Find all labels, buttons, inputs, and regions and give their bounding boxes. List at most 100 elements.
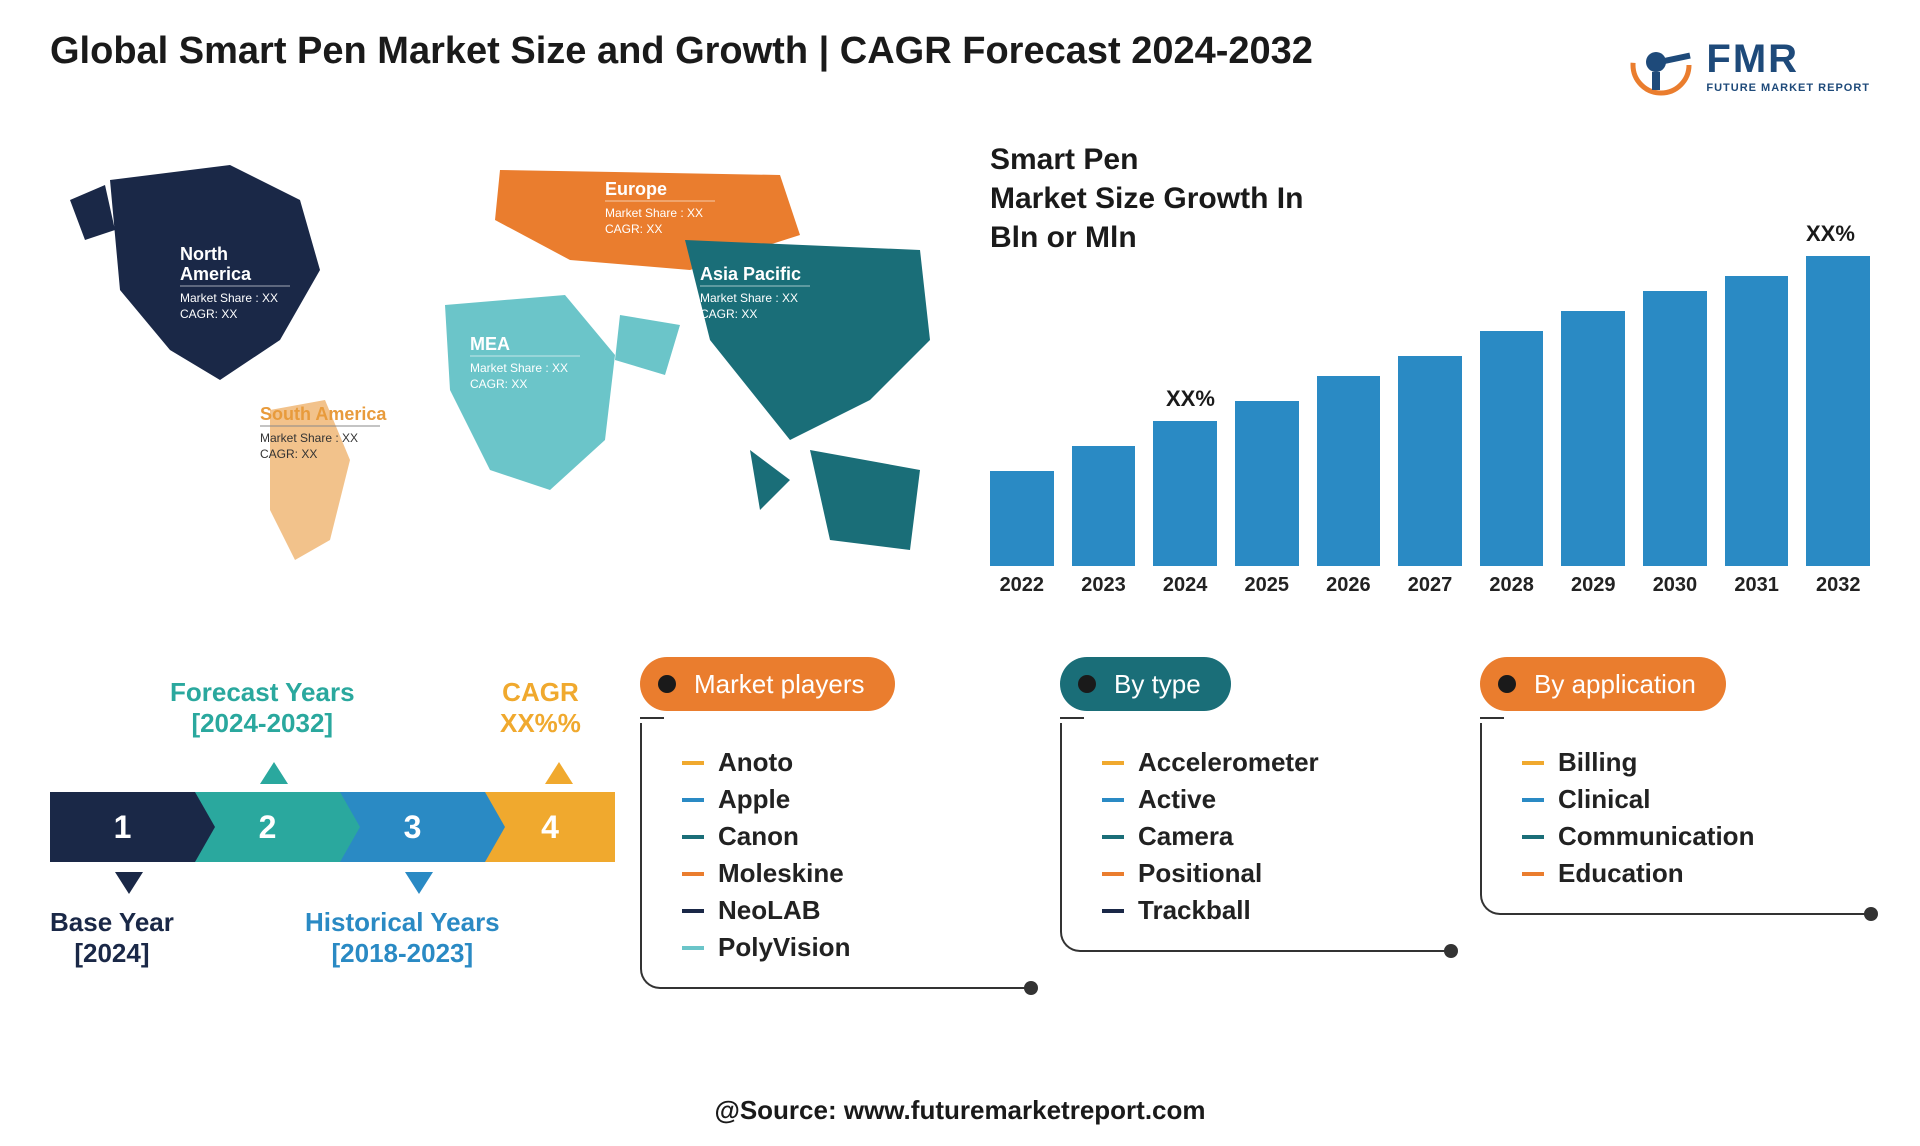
category-item-label: Camera	[1138, 821, 1233, 852]
category-item-label: Anoto	[718, 747, 793, 778]
logo-subtitle: FUTURE MARKET REPORT	[1706, 82, 1870, 94]
dot-icon	[1498, 675, 1516, 693]
bar-column: 2027	[1398, 356, 1462, 597]
category-bracket: Anoto Apple Canon Moleskine NeoLAB PolyVision	[640, 723, 1030, 989]
bar	[1725, 276, 1789, 566]
timeline-bar: 1234	[50, 792, 615, 862]
logo: FMR FUTURE MARKET REPORT	[1626, 30, 1870, 100]
region-label-south_america: South America	[260, 404, 387, 424]
category-item-label: Communication	[1558, 821, 1754, 852]
timeline-segment-2: 2	[195, 792, 340, 862]
bar-year-label: 2030	[1653, 574, 1698, 597]
bar-column: 2026	[1317, 376, 1381, 597]
bar-column: 2029	[1561, 311, 1625, 597]
item-tick-icon	[1102, 761, 1124, 765]
bar-year-label: 2028	[1489, 574, 1534, 597]
timeline-arrow-forecast	[260, 762, 288, 784]
category-title: By application	[1534, 669, 1696, 700]
bar-year-label: 2032	[1816, 574, 1861, 597]
category-item-label: Apple	[718, 784, 790, 815]
category-item-label: Trackball	[1138, 895, 1251, 926]
dot-icon	[658, 675, 676, 693]
region-label-asia_pacific: Asia Pacific	[700, 264, 801, 284]
bar-year-label: 2029	[1571, 574, 1616, 597]
category-item: Trackball	[1102, 895, 1432, 926]
bar-chart: 2022202320242025202620272028202920302031…	[990, 267, 1870, 597]
bar-column: 2028	[1480, 331, 1544, 597]
category-item: Canon	[682, 821, 1012, 852]
category-item-label: Accelerometer	[1138, 747, 1319, 778]
category-item-label: PolyVision	[718, 932, 850, 963]
bar	[1561, 311, 1625, 566]
item-tick-icon	[682, 872, 704, 876]
bar-annotation: XX%	[1806, 221, 1855, 247]
category-by_application: By application Billing Clinical Communicati…	[1480, 657, 1870, 989]
timeline-arrow-base	[115, 872, 143, 894]
timeline-label-forecast: Forecast Years[2024-2032]	[170, 677, 355, 739]
category-item: Billing	[1522, 747, 1852, 778]
region-share-north_america: Market Share : XX	[180, 291, 278, 305]
bar-year-label: 2026	[1326, 574, 1371, 597]
category-item: Anoto	[682, 747, 1012, 778]
category-bracket: Billing Clinical Communication Education	[1480, 723, 1870, 915]
bar	[1072, 446, 1136, 566]
page-title: Global Smart Pen Market Size and Growth …	[50, 30, 1313, 73]
region-label-europe: Europe	[605, 179, 667, 199]
category-item-label: Canon	[718, 821, 799, 852]
timeline-label-historical: Historical Years[2018-2023]	[305, 907, 500, 969]
item-tick-icon	[682, 761, 704, 765]
region-label-north_america: America	[180, 264, 252, 284]
category-item: Positional	[1102, 858, 1432, 889]
item-tick-icon	[1522, 835, 1544, 839]
category-item: NeoLAB	[682, 895, 1012, 926]
region-share-south_america: Market Share : XX	[260, 431, 358, 445]
category-item: Apple	[682, 784, 1012, 815]
bar-chart-section: Smart PenMarket Size Growth InBln or Mln…	[990, 140, 1870, 597]
region-cagr-south_america: CAGR: XX	[260, 447, 317, 461]
bar-annotation: XX%	[1166, 386, 1215, 412]
item-tick-icon	[1102, 835, 1124, 839]
chart-title: Smart PenMarket Size Growth InBln or Mln	[990, 140, 1870, 257]
bar	[1806, 256, 1870, 566]
category-title: By type	[1114, 669, 1201, 700]
map-svg: NorthAmerica Market Share : XX CAGR: XX Sou…	[50, 140, 950, 570]
category-item: Moleskine	[682, 858, 1012, 889]
category-title: Market players	[694, 669, 865, 700]
bar	[1480, 331, 1544, 566]
bar-column: 2025	[1235, 401, 1299, 597]
category-item: Camera	[1102, 821, 1432, 852]
bar	[1235, 401, 1299, 566]
region-share-europe: Market Share : XX	[605, 206, 703, 220]
category-item-label: Moleskine	[718, 858, 844, 889]
source-attribution: @Source: www.futuremarketreport.com	[714, 1095, 1205, 1126]
bar-column: 2022	[990, 471, 1054, 597]
timeline-label-cagr: CAGRXX%%	[500, 677, 581, 739]
bar-column: 2024	[1153, 421, 1217, 597]
bar-year-label: 2025	[1244, 574, 1289, 597]
timeline-arrow-cagr	[545, 762, 573, 784]
bar-year-label: 2023	[1081, 574, 1126, 597]
category-header: Market players	[640, 657, 895, 711]
timeline-arrow-historical	[405, 872, 433, 894]
region-label-north_america: North	[180, 244, 228, 264]
region-cagr-mea: CAGR: XX	[470, 377, 527, 391]
region-cagr-north_america: CAGR: XX	[180, 307, 237, 321]
category-item-label: Positional	[1138, 858, 1262, 889]
item-tick-icon	[682, 909, 704, 913]
category-item: Communication	[1522, 821, 1852, 852]
category-item: Accelerometer	[1102, 747, 1432, 778]
item-tick-icon	[1522, 761, 1544, 765]
item-tick-icon	[1522, 798, 1544, 802]
item-tick-icon	[1522, 872, 1544, 876]
bar	[1643, 291, 1707, 566]
timeline-segment-1: 1	[50, 792, 195, 862]
category-by_type: By typeAccelerometerActiveCameraPosition…	[1060, 657, 1450, 989]
category-market_players: Market players Anoto Apple Canon Moleskine Ne…	[640, 657, 1030, 989]
item-tick-icon	[682, 798, 704, 802]
category-item: Clinical	[1522, 784, 1852, 815]
item-tick-icon	[1102, 798, 1124, 802]
category-item-label: Education	[1558, 858, 1684, 889]
bar-column: 2023	[1072, 446, 1136, 597]
bar	[1153, 421, 1217, 566]
logo-abbrev: FMR	[1706, 37, 1870, 82]
